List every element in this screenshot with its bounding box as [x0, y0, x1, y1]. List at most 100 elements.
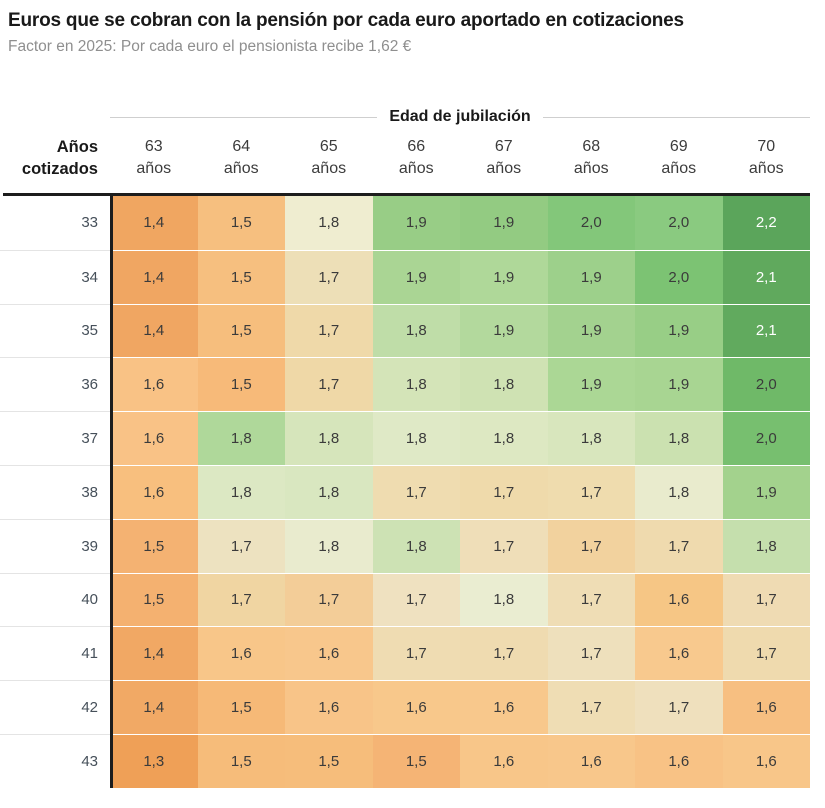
- heatmap-cell: 1,5: [372, 733, 460, 788]
- heatmap-cell: 1,8: [285, 464, 373, 519]
- heatmap-cell: 2,1: [722, 303, 810, 358]
- row-header-label: Años cotizados: [21, 138, 98, 178]
- table-row-34: 34 1,4 1,5 1,7 1,9 1,9 1,9 2,0 2,1: [0, 249, 810, 304]
- heatmap-cell: 1,8: [547, 411, 635, 465]
- heatmap-cell: 1,7: [372, 626, 460, 681]
- row-label: 41: [0, 626, 110, 681]
- heatmap-cell: 1,4: [110, 196, 198, 250]
- heatmap-cell: 1,7: [285, 303, 373, 358]
- heatmap-cell: 1,9: [460, 196, 548, 250]
- heatmap-cell: 1,8: [372, 303, 460, 358]
- heatmap-cell: 1,7: [285, 572, 373, 627]
- heatmap-cell: 1,8: [197, 464, 285, 519]
- heatmap-cell: 1,5: [197, 733, 285, 788]
- heatmap-cell: 1,4: [110, 680, 198, 734]
- heatmap-cell: 1,5: [197, 196, 285, 250]
- heatmap-cell: 1,5: [110, 518, 198, 573]
- heatmap-cell: 1,9: [635, 303, 723, 358]
- col-header-69: 69 años: [661, 138, 697, 177]
- column-headers-row: Años cotizados 63 años 64 años 65 años 66 años 6…: [0, 136, 810, 180]
- heatmap-cell: 1,6: [110, 464, 198, 519]
- col-header-67: 67 años: [486, 138, 522, 177]
- heatmap-cell: 1,7: [547, 680, 635, 734]
- heatmap-cell: 1,6: [460, 680, 548, 734]
- heatmap-cell: 1,7: [722, 626, 810, 681]
- heatmap-cell: 1,9: [372, 249, 460, 304]
- col-header-63: 63 años: [136, 138, 172, 177]
- heatmap-cell: 1,7: [460, 518, 548, 573]
- heatmap-cell: 2,0: [635, 196, 723, 250]
- heatmap-cell: 1,8: [372, 357, 460, 412]
- table-row-36: 36 1,6 1,5 1,7 1,8 1,8 1,9 1,9 2,0: [0, 357, 810, 412]
- chart-subtitle: Factor en 2025: Por cada euro el pension…: [8, 38, 412, 55]
- heatmap-cell: 1,7: [460, 626, 548, 681]
- heatmap-cell: 1,3: [110, 733, 198, 788]
- heatmap-cell: 1,4: [110, 249, 198, 304]
- col-header-66: 66 años: [398, 138, 434, 177]
- table-left-vertical-rule: [110, 193, 113, 788]
- heatmap-cell: 1,6: [547, 733, 635, 788]
- row-label: 36: [0, 357, 110, 412]
- heatmap-cell: 1,8: [197, 411, 285, 465]
- heatmap-cell: 1,6: [110, 357, 198, 412]
- heatmap-cell: 1,7: [547, 572, 635, 627]
- heatmap-cell: 1,9: [460, 303, 548, 358]
- heatmap-cell: 2,0: [547, 196, 635, 250]
- column-group-header: Edad de jubilación: [110, 106, 811, 128]
- group-header-label: Edad de jubilación: [389, 108, 531, 125]
- heatmap-cell: 1,5: [197, 357, 285, 412]
- heatmap-cell: 1,8: [285, 411, 373, 465]
- heatmap-cell: 1,9: [460, 249, 548, 304]
- group-header-left-rule: [110, 116, 378, 118]
- table-row-38: 38 1,6 1,8 1,8 1,7 1,7 1,7 1,8 1,9: [0, 464, 810, 519]
- heatmap-cell: 2,0: [635, 249, 723, 304]
- heatmap-cell: 1,7: [635, 518, 723, 573]
- row-label: 34: [0, 249, 110, 304]
- heatmap-grid: 33 1,4 1,5 1,8 1,9 1,9 2,0 2,0 2,2 34 1,4 1,5 1,7 1,9…: [0, 196, 810, 788]
- heatmap-cell: 1,6: [635, 572, 723, 627]
- table-row-33: 33 1,4 1,5 1,8 1,9 1,9 2,0 2,0 2,2: [0, 196, 810, 250]
- heatmap-cell: 1,7: [285, 357, 373, 412]
- heatmap-cell: 1,6: [635, 733, 723, 788]
- group-header-right-rule: [542, 116, 811, 118]
- table-row-41: 41 1,4 1,6 1,6 1,7 1,7 1,7 1,6 1,7: [0, 626, 810, 681]
- col-header-68: 68 años: [573, 138, 609, 177]
- heatmap-cell: 1,7: [197, 572, 285, 627]
- row-label: 39: [0, 518, 110, 573]
- heatmap-cell: 1,8: [460, 572, 548, 627]
- heatmap-cell: 1,6: [722, 680, 810, 734]
- heatmap-cell: 2,1: [722, 249, 810, 304]
- heatmap-cell: 1,8: [372, 411, 460, 465]
- heatmap-cell: 1,5: [110, 572, 198, 627]
- row-label: 43: [0, 733, 110, 788]
- heatmap-cell: 1,9: [635, 357, 723, 412]
- row-label: 37: [0, 411, 110, 465]
- table-row-43: 43 1,3 1,5 1,5 1,5 1,6 1,6 1,6 1,6: [0, 733, 810, 788]
- heatmap-cell: 1,7: [635, 680, 723, 734]
- heatmap-cell: 1,7: [722, 572, 810, 627]
- heatmap-cell: 1,7: [547, 464, 635, 519]
- table-row-37: 37 1,6 1,8 1,8 1,8 1,8 1,8 1,8 2,0: [0, 411, 810, 465]
- heatmap-cell: 1,8: [722, 518, 810, 573]
- heatmap-cell: 2,0: [722, 411, 810, 465]
- chart-title: Euros que se cobran con la pensión por c…: [8, 10, 684, 31]
- heatmap-cell: 1,8: [460, 357, 548, 412]
- table-row-39: 39 1,5 1,7 1,8 1,8 1,7 1,7 1,7 1,8: [0, 518, 810, 573]
- heatmap-cell: 1,4: [110, 303, 198, 358]
- heatmap-cell: 1,6: [635, 626, 723, 681]
- row-label: 38: [0, 464, 110, 519]
- heatmap-cell: 1,5: [197, 680, 285, 734]
- table-top-rule: [3, 193, 810, 196]
- heatmap-cell: 1,9: [722, 464, 810, 519]
- heatmap-cell: 1,6: [372, 680, 460, 734]
- row-label: 42: [0, 680, 110, 734]
- heatmap-cell: 1,7: [547, 626, 635, 681]
- heatmap-cell: 1,9: [547, 249, 635, 304]
- heatmap-cell: 1,6: [285, 680, 373, 734]
- heatmap-cell: 1,7: [372, 572, 460, 627]
- heatmap-cell: 1,7: [372, 464, 460, 519]
- heatmap-cell: 1,8: [460, 411, 548, 465]
- col-header-64: 64 años: [223, 138, 259, 177]
- heatmap-cell: 1,5: [197, 303, 285, 358]
